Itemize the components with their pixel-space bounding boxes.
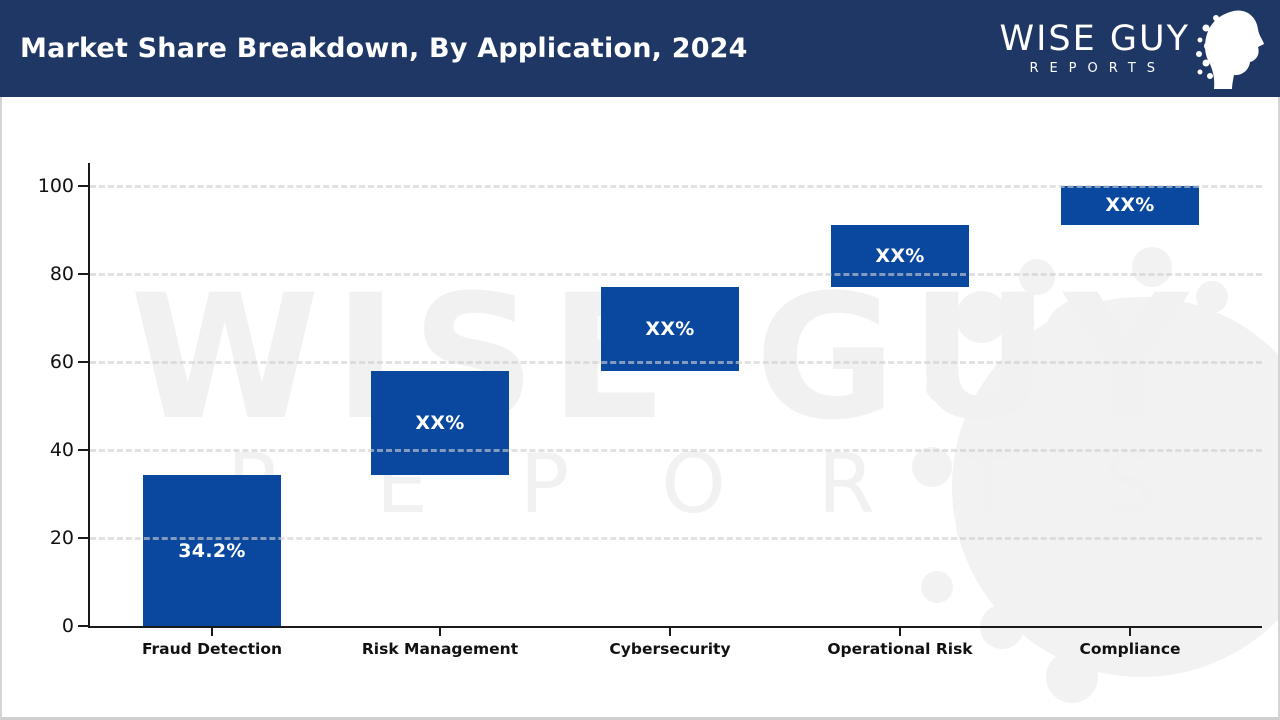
xtick-3 [899,628,901,636]
bar-compliance: XX% [1061,185,1199,226]
bar-risk-management: XX% [371,370,509,476]
brand-subtitle: REPORTS [1029,61,1167,76]
ytick-60 [78,360,88,363]
bar-value-label: XX% [415,411,465,434]
ytick-label-20: 20 [49,526,74,549]
brand-name: WISE GUY [999,19,1190,59]
wise-guy-head-icon [1196,10,1264,89]
gridline-80 [90,272,1262,276]
ytick-label-60: 60 [49,350,74,373]
xlabel-operational-risk: Operational Risk [827,640,973,658]
xlabel-compliance: Compliance [1079,640,1181,658]
bar-cybersecurity: XX% [601,286,739,371]
xtick-4 [1129,628,1131,636]
page-title: Market Share Breakdown, By Application, … [20,33,748,64]
xtick-0 [211,628,213,636]
ytick-label-0: 0 [61,615,74,637]
bar-value-label: XX% [1105,194,1155,217]
x-axis-line [88,626,1262,628]
ytick-0 [78,625,88,627]
xlabel-cybersecurity: Cybersecurity [609,640,731,658]
brand-wordmark: WISE GUY REPORTS [999,19,1190,76]
xtick-1 [439,628,441,636]
xlabel-risk-management: Risk Management [361,640,519,658]
bar-value-label: XX% [645,317,695,340]
gridline-40 [90,448,1262,452]
ytick-label-80: 80 [49,262,74,285]
xlabel-fraud-detection: Fraud Detection [141,640,283,658]
xtick-2 [669,628,671,636]
bar-operational-risk: XX% [831,225,969,287]
bar-value-label: 34.2% [178,539,246,562]
ytick-20 [78,536,88,539]
brand-logo: WISE GUY REPORTS [999,8,1266,90]
y-axis-line [88,163,90,628]
ytick-80 [78,272,88,275]
header-bar: Market Share Breakdown, By Application, … [0,0,1280,97]
ytick-100 [78,184,88,187]
gridline-20 [90,536,1262,540]
ytick-40 [78,448,88,451]
bar-fraud-detection: 34.2% [143,475,281,626]
bar-value-label: XX% [875,245,925,268]
ytick-label-100: 100 [37,174,74,197]
ytick-label-40: 40 [49,438,74,461]
gridline-60 [90,360,1262,364]
watermark-head-graphic [912,247,1278,703]
gridline-100 [90,184,1262,188]
